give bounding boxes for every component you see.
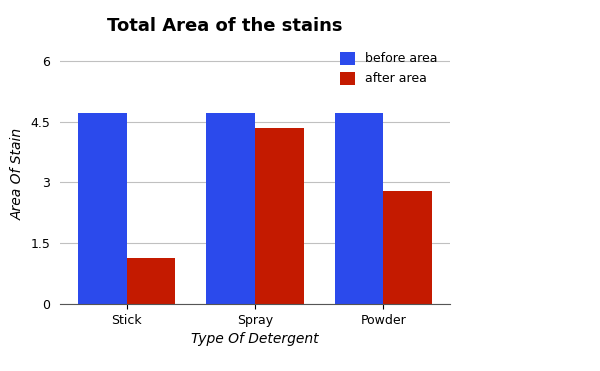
- X-axis label: Type Of Detergent: Type Of Detergent: [191, 332, 319, 347]
- Bar: [206, 113, 255, 304]
- Bar: [255, 128, 304, 304]
- Bar: [383, 191, 432, 304]
- Y-axis label: Area Of Stain: Area Of Stain: [11, 128, 25, 220]
- Legend: before area, after area: before area, after area: [334, 46, 444, 92]
- Bar: [335, 113, 383, 304]
- Bar: [78, 113, 127, 304]
- Text: Total Area of the stains: Total Area of the stains: [107, 17, 342, 35]
- Bar: [127, 257, 175, 304]
